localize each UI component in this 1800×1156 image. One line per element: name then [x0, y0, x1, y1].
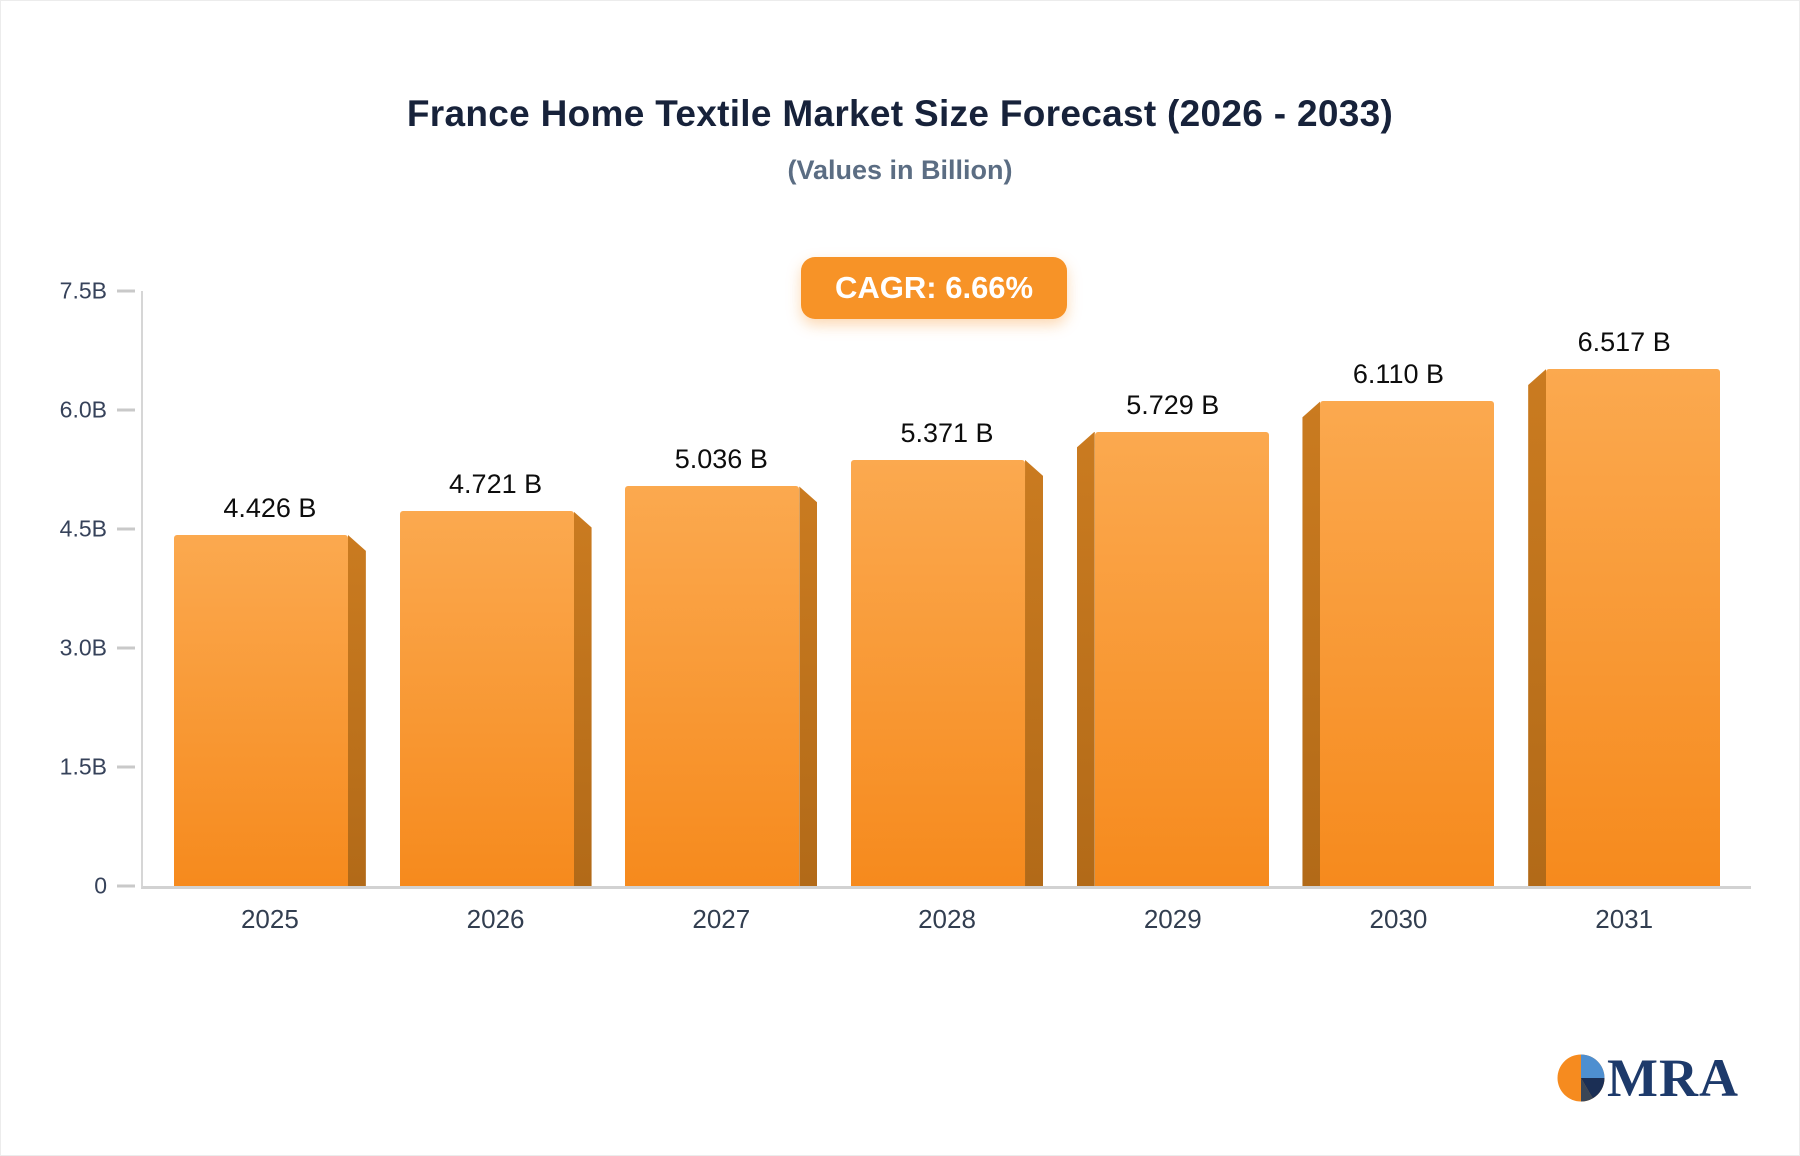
bar-value-label: 5.729 B [1126, 389, 1220, 420]
bar-side-shade [347, 534, 366, 886]
bar-slot: 5.036 B 2027 [608, 291, 834, 934]
x-axis-label-2030: 2030 [1369, 904, 1428, 934]
bar-face [851, 459, 1026, 886]
bar-2028: 5.371 B 2028 [851, 418, 1044, 934]
chart-title: France Home Textile Market Size Forecast… [406, 93, 1394, 134]
y-tick-label: 3.0B [59, 634, 107, 661]
x-axis-label-2028: 2028 [918, 904, 976, 934]
x-axis-label-2027: 2027 [692, 904, 751, 934]
y-tick-0: 0 [94, 873, 143, 900]
y-tick-label: 0 [94, 872, 107, 899]
bar-value-label: 5.371 B [900, 417, 994, 448]
cagr-badge: CAGR: 6.66% [801, 257, 1068, 319]
x-axis-label-2026: 2026 [466, 904, 525, 934]
bar-value-label: 5.036 B [674, 444, 768, 475]
y-tick-6.0B: 6.0B [60, 397, 143, 424]
y-tick-mark [117, 884, 135, 888]
bar-face [1546, 369, 1721, 886]
bar-value-label: 6.110 B [1352, 359, 1444, 390]
bar-face [1320, 401, 1495, 886]
y-tick-7.5B: 7.5B [60, 278, 143, 305]
bar-side-shade [1025, 459, 1044, 886]
bar-face [399, 511, 574, 886]
logo-text: MRA [1607, 1048, 1739, 1108]
bar-slot: 5.729 B 2029 [1060, 291, 1286, 934]
y-tick-3.0B: 3.0B [60, 635, 143, 662]
bar-side-shade [573, 511, 592, 886]
y-tick-label: 1.5B [59, 753, 107, 780]
y-tick-mark [117, 289, 135, 293]
bar-2027: 5.036 B 2027 [625, 444, 818, 934]
bar-value-label: 6.517 B [1577, 327, 1671, 357]
plot-area: 0 1.5B 3.0B 4.5B 6.0B 7.5B 4.426 B 2025 4.721 B… [60, 278, 1751, 934]
y-tick-mark [117, 765, 135, 769]
bar-side-shade [1076, 431, 1095, 886]
y-tick-4.5B: 4.5B [60, 516, 143, 543]
bar-side-shade [1528, 369, 1547, 886]
bar-slot: 5.371 B 2028 [834, 291, 1060, 934]
bar-slot: 4.721 B 2026 [383, 291, 609, 934]
bar-face [625, 486, 800, 886]
y-tick-1.5B: 1.5B [60, 754, 143, 781]
chart-subtitle: (Values in Billion) [787, 155, 1013, 185]
bar-face [173, 534, 348, 886]
bar-slot: 6.110 B 2030 [1286, 291, 1512, 934]
bar-value-label: 4.426 B [223, 492, 317, 523]
bar-2026: 4.721 B 2026 [399, 469, 592, 934]
bars-row: 4.426 B 2025 4.721 B 2026 5.036 B 2027 5.371 B… [143, 291, 1751, 934]
bar-2029: 5.729 B 2029 [1076, 390, 1269, 934]
y-tick-mark [117, 527, 135, 531]
y-tick-label: 4.5B [59, 515, 107, 542]
bar-2025: 4.426 B 2025 [173, 493, 366, 934]
bar-2030: 6.110 B 2030 [1302, 359, 1495, 934]
y-tick-label: 6.0B [59, 396, 107, 423]
bar-slot: 6.517 B 2031 [1511, 291, 1737, 934]
bar-side-shade [1302, 401, 1321, 886]
x-axis-label-2031: 2031 [1595, 904, 1654, 934]
bar-side-shade [799, 486, 818, 886]
bar-2031: 6.517 B 2031 [1528, 327, 1721, 934]
y-tick-mark [117, 408, 135, 412]
bar-value-label: 4.721 B [449, 469, 543, 500]
bar-slot: 4.426 B 2025 [157, 291, 383, 934]
y-tick-label: 7.5B [59, 277, 107, 304]
x-axis-label-2025: 2025 [240, 904, 299, 934]
y-tick-mark [117, 646, 135, 650]
x-axis-label-2029: 2029 [1143, 904, 1202, 934]
brand-logo: MRA [1556, 1051, 1739, 1105]
logo-pie-icon [1557, 1054, 1605, 1102]
bar-face [1094, 431, 1269, 886]
